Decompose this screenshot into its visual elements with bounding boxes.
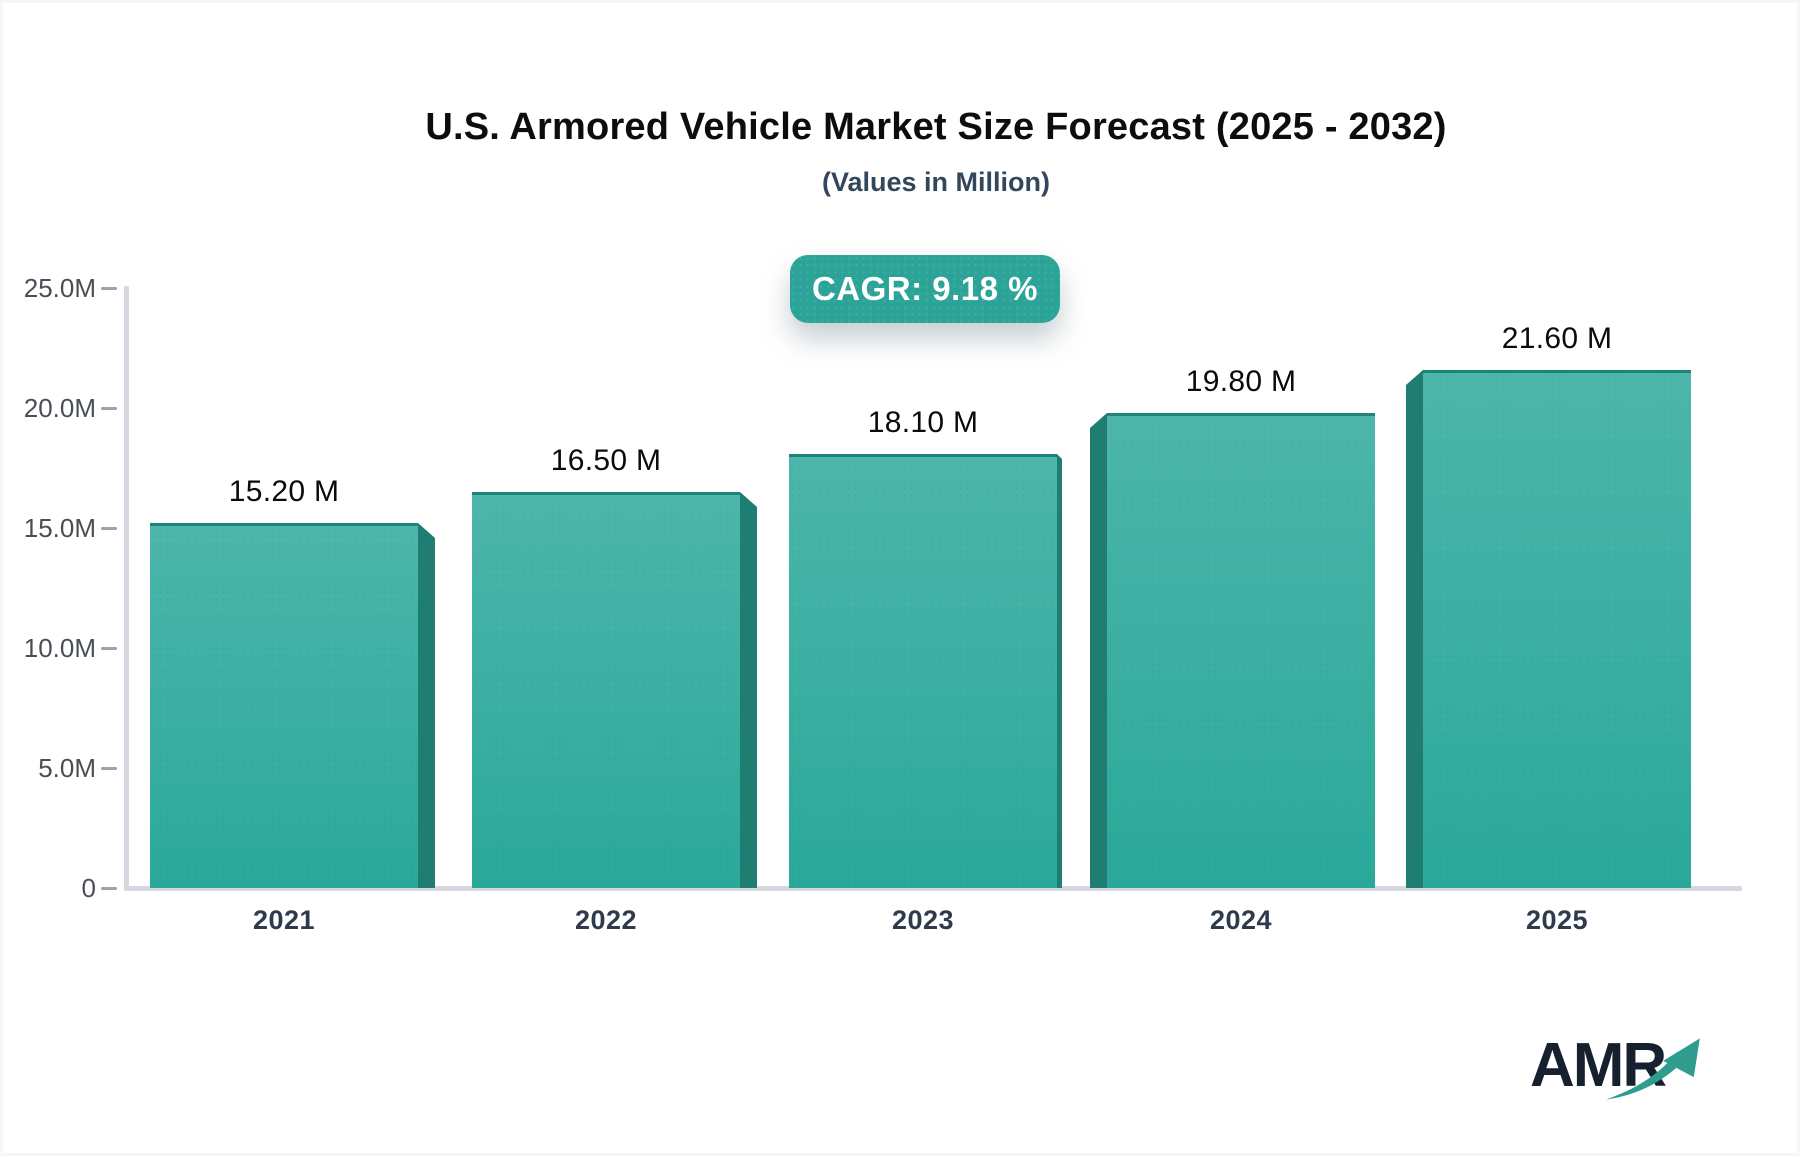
bar-value-label-2021: 15.20 M — [228, 475, 340, 508]
bar-2023 — [789, 454, 1057, 888]
chart-subtitle: (Values in Million) — [821, 167, 1051, 197]
y-axis-line — [124, 286, 129, 891]
cagr-badge: CAGR: 9.18 % — [790, 255, 1060, 323]
bar-side-face — [1406, 370, 1423, 888]
y-tick-0 — [101, 887, 117, 890]
bar-value-label-2022: 16.50 M — [550, 444, 662, 477]
bar-side-face — [740, 492, 757, 888]
x-axis-label-2021: 2021 — [252, 905, 316, 935]
bar-2021 — [150, 523, 418, 888]
y-tick-25.0M — [101, 287, 117, 290]
bar-side-face — [1057, 454, 1062, 888]
y-axis-tick-label-25.0M: 25.0M — [23, 273, 96, 303]
y-axis-tick-label-5.0M: 5.0M — [38, 753, 96, 783]
bar-side-face — [1090, 413, 1107, 888]
y-tick-15.0M — [101, 527, 117, 530]
bar-2025 — [1423, 370, 1691, 888]
y-tick-5.0M — [101, 767, 117, 770]
bar-side-face — [418, 523, 435, 888]
y-axis-tick-label-0: 0 — [81, 873, 96, 903]
brand-logo: AMR — [1530, 1030, 1730, 1130]
x-axis-label-2025: 2025 — [1525, 905, 1589, 935]
x-axis-label-2024: 2024 — [1209, 905, 1273, 935]
y-tick-20.0M — [101, 407, 117, 410]
x-axis-label-2022: 2022 — [574, 905, 638, 935]
bar-value-label-2025: 21.60 M — [1501, 322, 1613, 355]
x-axis-line — [124, 886, 1742, 891]
y-tick-10.0M — [101, 647, 117, 650]
bar-value-label-2024: 19.80 M — [1185, 365, 1297, 398]
y-axis-tick-label-10.0M: 10.0M — [23, 633, 96, 663]
bar-value-label-2023: 18.10 M — [867, 406, 979, 439]
bar-2022 — [472, 492, 740, 888]
x-axis-label-2023: 2023 — [891, 905, 955, 935]
y-axis-tick-label-15.0M: 15.0M — [23, 513, 96, 543]
trend-up-arrow-icon — [1606, 1038, 1700, 1100]
y-axis-tick-label-20.0M: 20.0M — [23, 393, 96, 423]
bar-2024 — [1107, 413, 1375, 888]
chart-title: U.S. Armored Vehicle Market Size Forecas… — [425, 106, 1447, 148]
chart-header: U.S. Armored Vehicle Market Size Forecas… — [130, 0, 1742, 198]
